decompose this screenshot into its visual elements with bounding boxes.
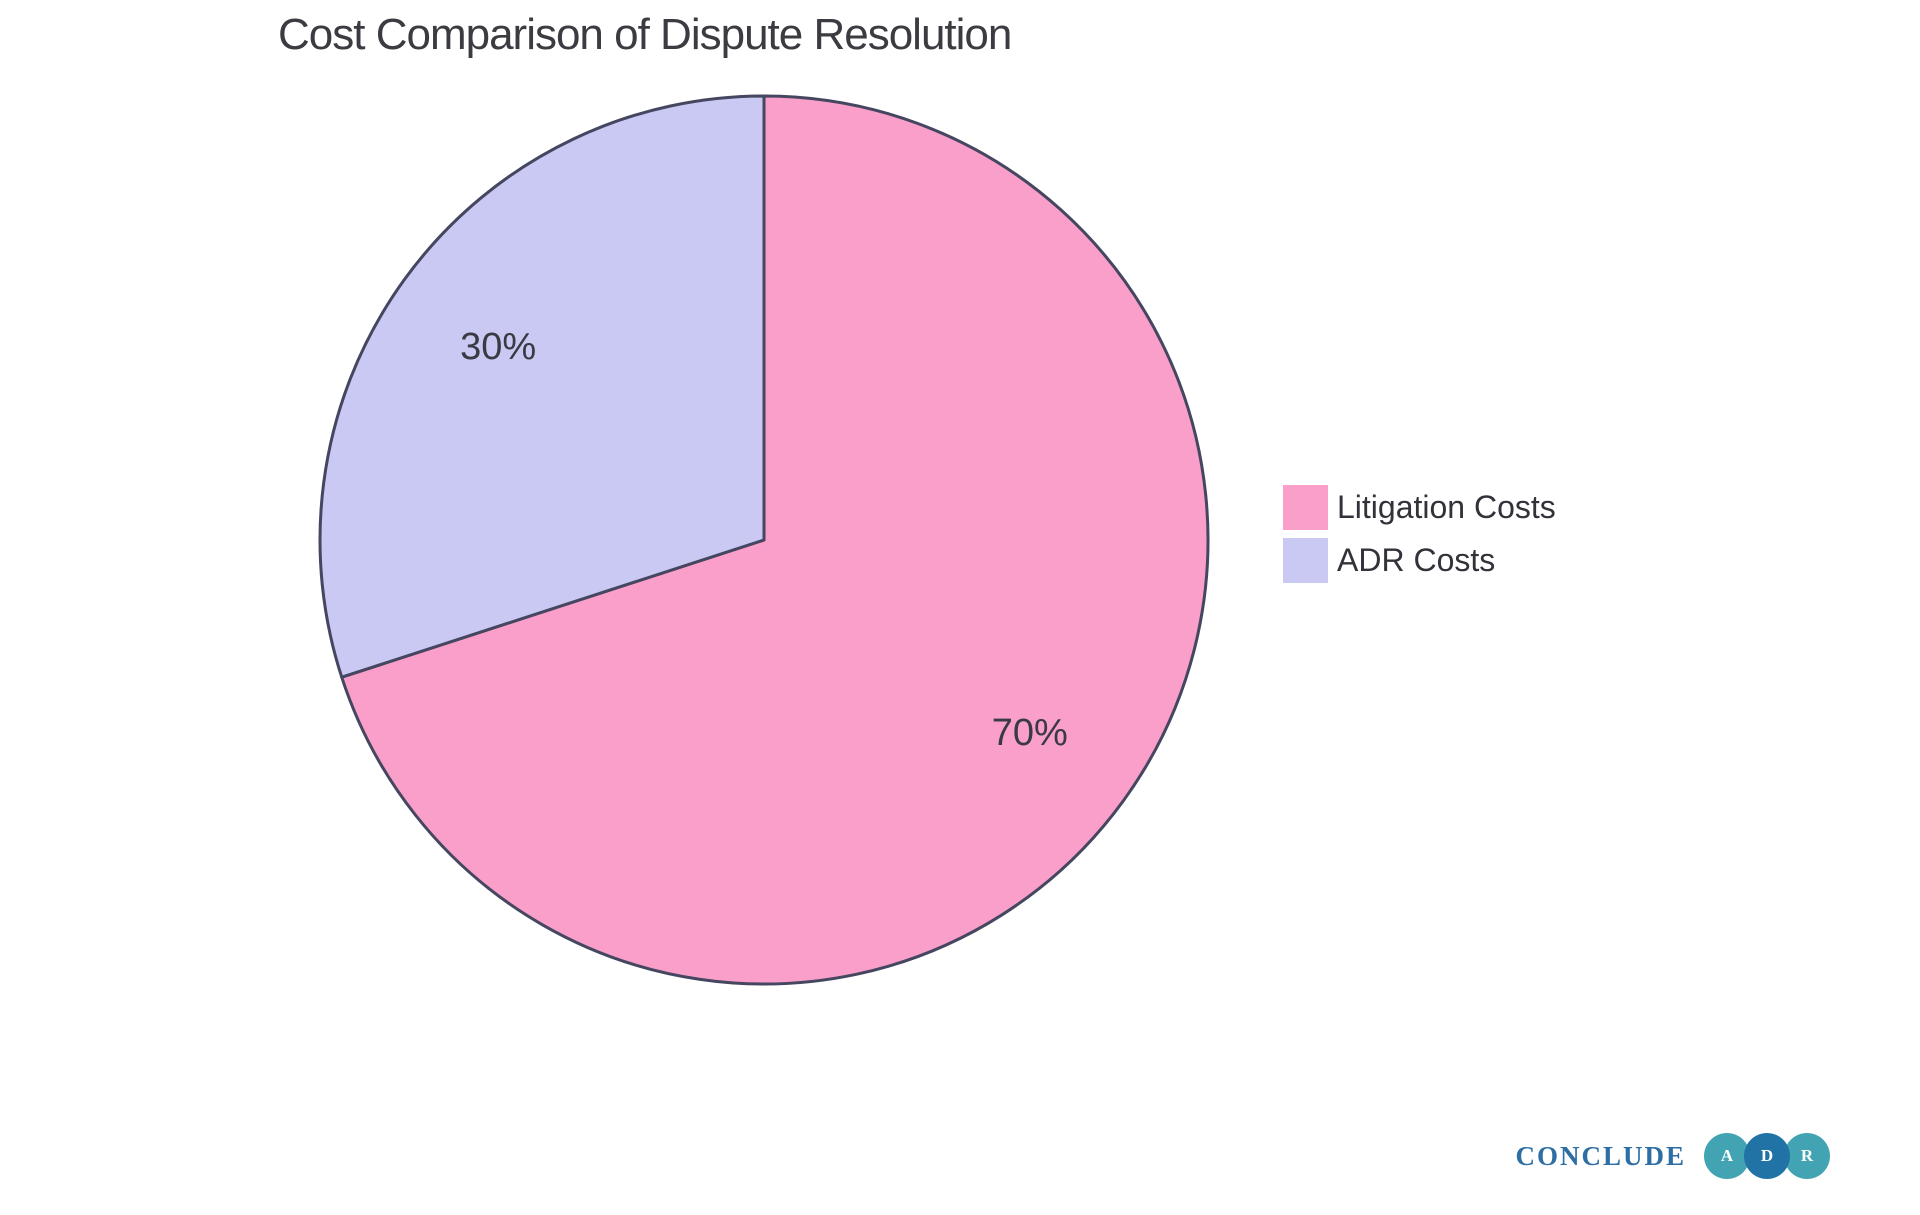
- adr-circle-r-icon: R: [1784, 1133, 1830, 1179]
- pie-slice-adr-costs[interactable]: [318, 94, 766, 679]
- legend-item-adr-costs[interactable]: ADR Costs: [1283, 538, 1556, 583]
- legend-swatch-adr-costs: [1283, 538, 1328, 583]
- chart-title: Cost Comparison of Dispute Resolution: [278, 10, 1012, 59]
- pie-slice-litigation-costs[interactable]: [340, 94, 1210, 986]
- legend: Litigation Costs ADR Costs: [1283, 485, 1556, 591]
- brand-name-text: CONCLUDE: [1515, 1140, 1686, 1171]
- conclude-adr-logo[interactable]: CONCLUDE A D R: [1515, 1133, 1830, 1179]
- pie-slice-percent-label: 70%: [992, 712, 1068, 754]
- adr-circle-d-icon: D: [1744, 1133, 1790, 1179]
- legend-label: Litigation Costs: [1337, 489, 1556, 525]
- legend-item-litigation-costs[interactable]: Litigation Costs: [1283, 485, 1556, 530]
- pie-slice-percent-label: 30%: [460, 326, 536, 368]
- legend-label: ADR Costs: [1337, 542, 1496, 578]
- legend-swatch-litigation-costs: [1283, 485, 1328, 530]
- adr-circle-a-icon: A: [1704, 1133, 1750, 1179]
- adr-circles-group: A D R: [1704, 1133, 1830, 1179]
